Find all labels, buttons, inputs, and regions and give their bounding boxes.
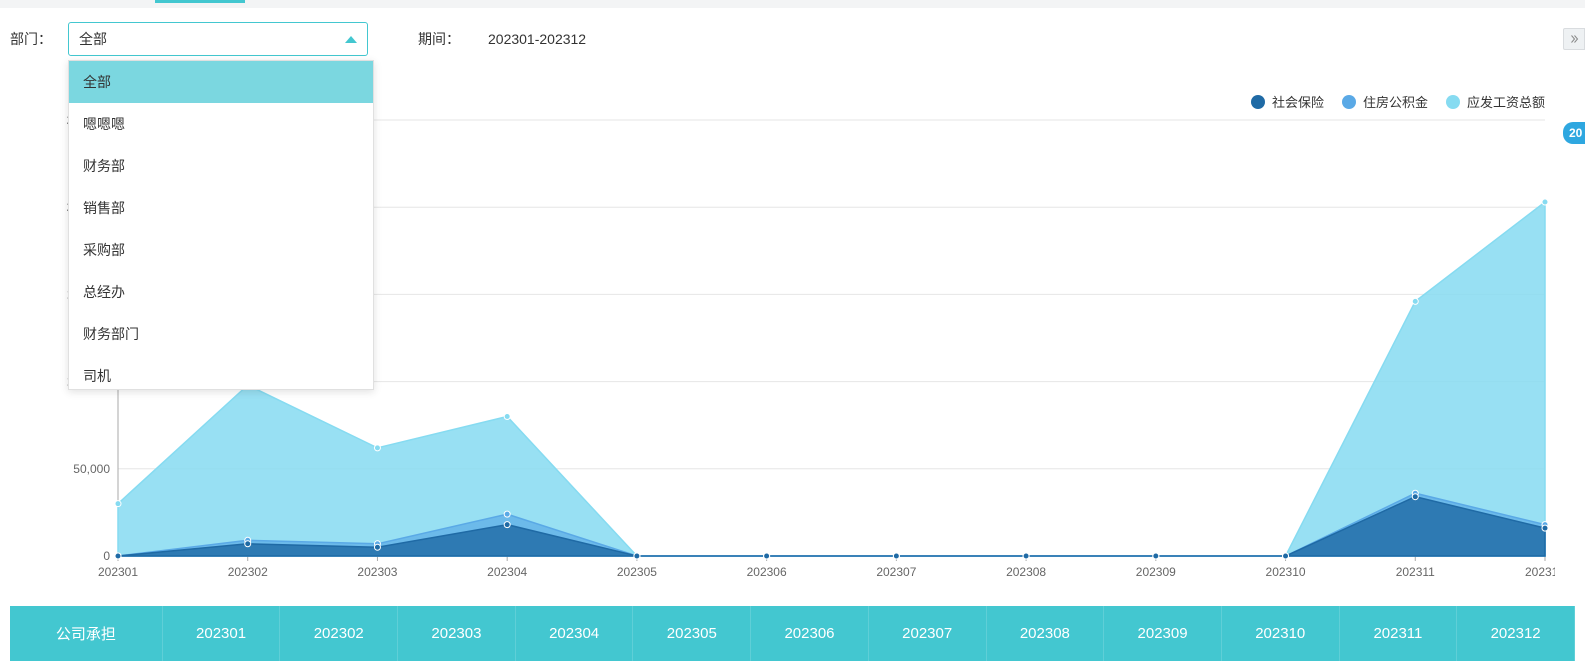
filter-bar: 部门： 全部 期间： 202301-202312 — [0, 8, 1585, 56]
legend-item[interactable]: 住房公积金 — [1342, 92, 1428, 111]
dept-select-value: 全部 — [79, 29, 107, 49]
svg-text:202310: 202310 — [1266, 565, 1306, 579]
legend-swatch-icon — [1251, 95, 1265, 109]
svg-text:0: 0 — [103, 549, 110, 563]
table-header-cell: 202307 — [869, 606, 987, 661]
chart-legend: 社会保险 住房公积金 应发工资总额 — [1251, 92, 1545, 111]
period-filter-label: 期间： — [418, 29, 460, 49]
chevron-up-icon — [345, 36, 357, 43]
dept-option[interactable]: 采购部 — [69, 229, 373, 271]
legend-label: 应发工资总额 — [1467, 92, 1545, 111]
svg-text:202309: 202309 — [1136, 565, 1176, 579]
table-header-cell: 202309 — [1104, 606, 1222, 661]
dept-dropdown-list[interactable]: 全部嗯嗯嗯财务部销售部采购部总经办财务部门司机 — [69, 61, 373, 390]
table-header-row: 公司承担202301202302202303202304202305202306… — [10, 606, 1575, 661]
table-header-cell: 202305 — [633, 606, 751, 661]
table-header-cell: 公司承担 — [10, 606, 163, 661]
dept-option[interactable]: 全部 — [69, 61, 373, 103]
table-header-cell: 202308 — [987, 606, 1105, 661]
dept-option[interactable]: 司机 — [69, 355, 373, 390]
legend-swatch-icon — [1342, 95, 1356, 109]
legend-label: 社会保险 — [1272, 92, 1324, 111]
svg-text:202304: 202304 — [487, 565, 527, 579]
table-header-cell: 202304 — [516, 606, 634, 661]
svg-text:50,000: 50,000 — [73, 462, 110, 476]
collapse-panel-button[interactable] — [1563, 28, 1585, 50]
dept-dropdown: 全部嗯嗯嗯财务部销售部采购部总经办财务部门司机 — [68, 60, 374, 390]
dept-option[interactable]: 销售部 — [69, 187, 373, 229]
table-header-cell: 202311 — [1340, 606, 1458, 661]
svg-text:202306: 202306 — [747, 565, 787, 579]
side-badge[interactable]: 20 — [1563, 122, 1585, 144]
dept-option[interactable]: 财务部门 — [69, 313, 373, 355]
table-header-cell: 202302 — [280, 606, 398, 661]
dept-option[interactable]: 财务部 — [69, 145, 373, 187]
table-header-cell: 202301 — [163, 606, 281, 661]
table-header-cell: 202312 — [1457, 606, 1575, 661]
table-header-cell: 202310 — [1222, 606, 1340, 661]
svg-text:202302: 202302 — [228, 565, 268, 579]
svg-text:202312: 202312 — [1525, 565, 1555, 579]
legend-swatch-icon — [1446, 95, 1460, 109]
svg-text:202303: 202303 — [357, 565, 397, 579]
legend-item[interactable]: 应发工资总额 — [1446, 92, 1545, 111]
legend-item[interactable]: 社会保险 — [1251, 92, 1324, 111]
dept-option[interactable]: 嗯嗯嗯 — [69, 103, 373, 145]
period-filter-value: 202301-202312 — [488, 31, 586, 47]
dept-filter-label: 部门： — [10, 29, 58, 49]
table-header-cell: 202303 — [398, 606, 516, 661]
svg-text:202305: 202305 — [617, 565, 657, 579]
dept-select[interactable]: 全部 — [68, 22, 368, 56]
legend-label: 住房公积金 — [1363, 92, 1428, 111]
dept-option[interactable]: 总经办 — [69, 271, 373, 313]
table-header-cell: 202306 — [751, 606, 869, 661]
svg-text:202307: 202307 — [876, 565, 916, 579]
svg-text:202311: 202311 — [1396, 565, 1435, 579]
svg-text:202308: 202308 — [1006, 565, 1046, 579]
side-badge-text: 20 — [1569, 126, 1582, 140]
tab-indicator-strip — [0, 0, 1585, 8]
chevron-right-double-icon — [1568, 33, 1580, 45]
svg-text:202301: 202301 — [98, 565, 138, 579]
